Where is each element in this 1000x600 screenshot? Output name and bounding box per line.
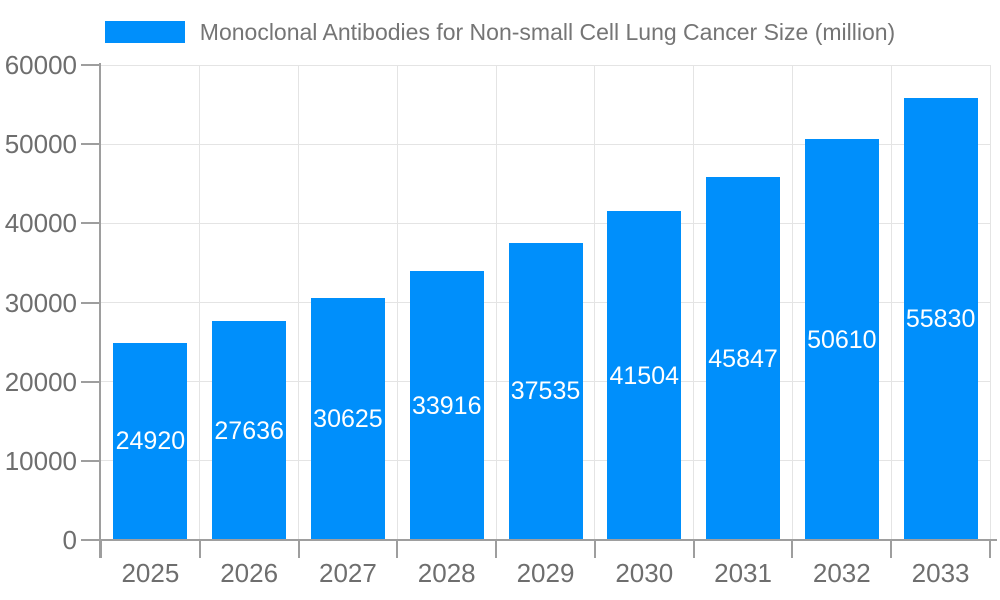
x-gridline	[396, 65, 398, 540]
bar-2026[interactable]	[212, 321, 287, 539]
bar-value-label: 45847	[708, 344, 778, 373]
chart-legend[interactable]: Monoclonal Antibodies for Non-small Cell…	[0, 17, 1000, 47]
y-axis-label: 30000	[4, 287, 77, 318]
x-axis-tick	[495, 540, 498, 558]
y-axis-tick	[81, 459, 101, 462]
bar-2030[interactable]	[607, 211, 682, 539]
y-axis-label: 40000	[4, 208, 77, 239]
x-axis-tick	[593, 540, 596, 558]
y-axis-tick	[81, 301, 101, 304]
x-gridline	[693, 65, 695, 540]
x-axis-label: 2031	[714, 558, 772, 588]
y-gridline	[101, 64, 990, 66]
y-gridline	[101, 143, 990, 145]
x-axis-tick	[791, 540, 794, 558]
bar-2028[interactable]	[409, 271, 484, 539]
x-axis-tick	[692, 540, 695, 558]
y-axis-label: 50000	[4, 129, 77, 160]
bar-value-label: 37535	[510, 377, 581, 406]
x-axis-label: 2029	[516, 558, 575, 588]
x-axis-label: 2028	[417, 558, 476, 588]
bar-value-label: 41504	[609, 361, 680, 390]
x-axis-label: 2027	[319, 558, 377, 588]
bar-2025[interactable]	[113, 342, 188, 539]
y-axis-label: 20000	[4, 366, 77, 397]
bar-2032[interactable]	[804, 139, 879, 539]
bar-2031[interactable]	[706, 177, 781, 539]
bar-value-label: 24920	[115, 427, 186, 456]
bar-value-label: 27636	[214, 416, 284, 445]
x-gridline	[495, 65, 497, 540]
y-axis-label: 60000	[4, 50, 77, 80]
x-axis-tick	[297, 540, 300, 558]
x-axis-label: 2032	[812, 558, 871, 588]
y-axis-tick	[81, 222, 101, 225]
x-axis-label: 2033	[911, 558, 970, 588]
x-gridline	[594, 65, 596, 540]
x-axis-tick	[890, 540, 893, 558]
bar-2027[interactable]	[310, 297, 385, 539]
y-axis-label: 10000	[4, 445, 77, 476]
bar-2029[interactable]	[508, 242, 583, 539]
x-axis-tick	[989, 540, 991, 558]
x-axis-tick	[198, 540, 201, 558]
bar-value-label: 33916	[411, 391, 482, 420]
bar-value-label: 55830	[905, 305, 976, 333]
x-axis-tick	[100, 540, 102, 558]
x-gridline	[199, 65, 201, 540]
x-axis-label: 2026	[220, 558, 279, 588]
bar-value-label: 30625	[313, 404, 383, 433]
x-axis-line	[81, 539, 997, 541]
y-gridline	[101, 222, 990, 224]
x-axis-label: 2030	[615, 558, 674, 588]
y-axis-label: 0	[62, 525, 77, 555]
y-axis-line	[99, 63, 101, 558]
legend-swatch	[104, 21, 185, 43]
x-gridline	[298, 65, 300, 540]
bar-2033[interactable]	[903, 98, 978, 539]
y-axis-tick	[81, 380, 101, 383]
bar-value-label: 50610	[807, 325, 877, 354]
legend-series-label: Monoclonal Antibodies for Non-small Cell…	[199, 18, 896, 45]
y-axis-tick	[81, 143, 101, 146]
x-gridline	[791, 65, 793, 540]
y-axis-tick	[81, 64, 101, 66]
x-axis-tick	[396, 540, 399, 558]
x-gridline	[890, 65, 892, 540]
x-axis-label: 2025	[121, 558, 180, 588]
x-gridline	[989, 65, 991, 540]
